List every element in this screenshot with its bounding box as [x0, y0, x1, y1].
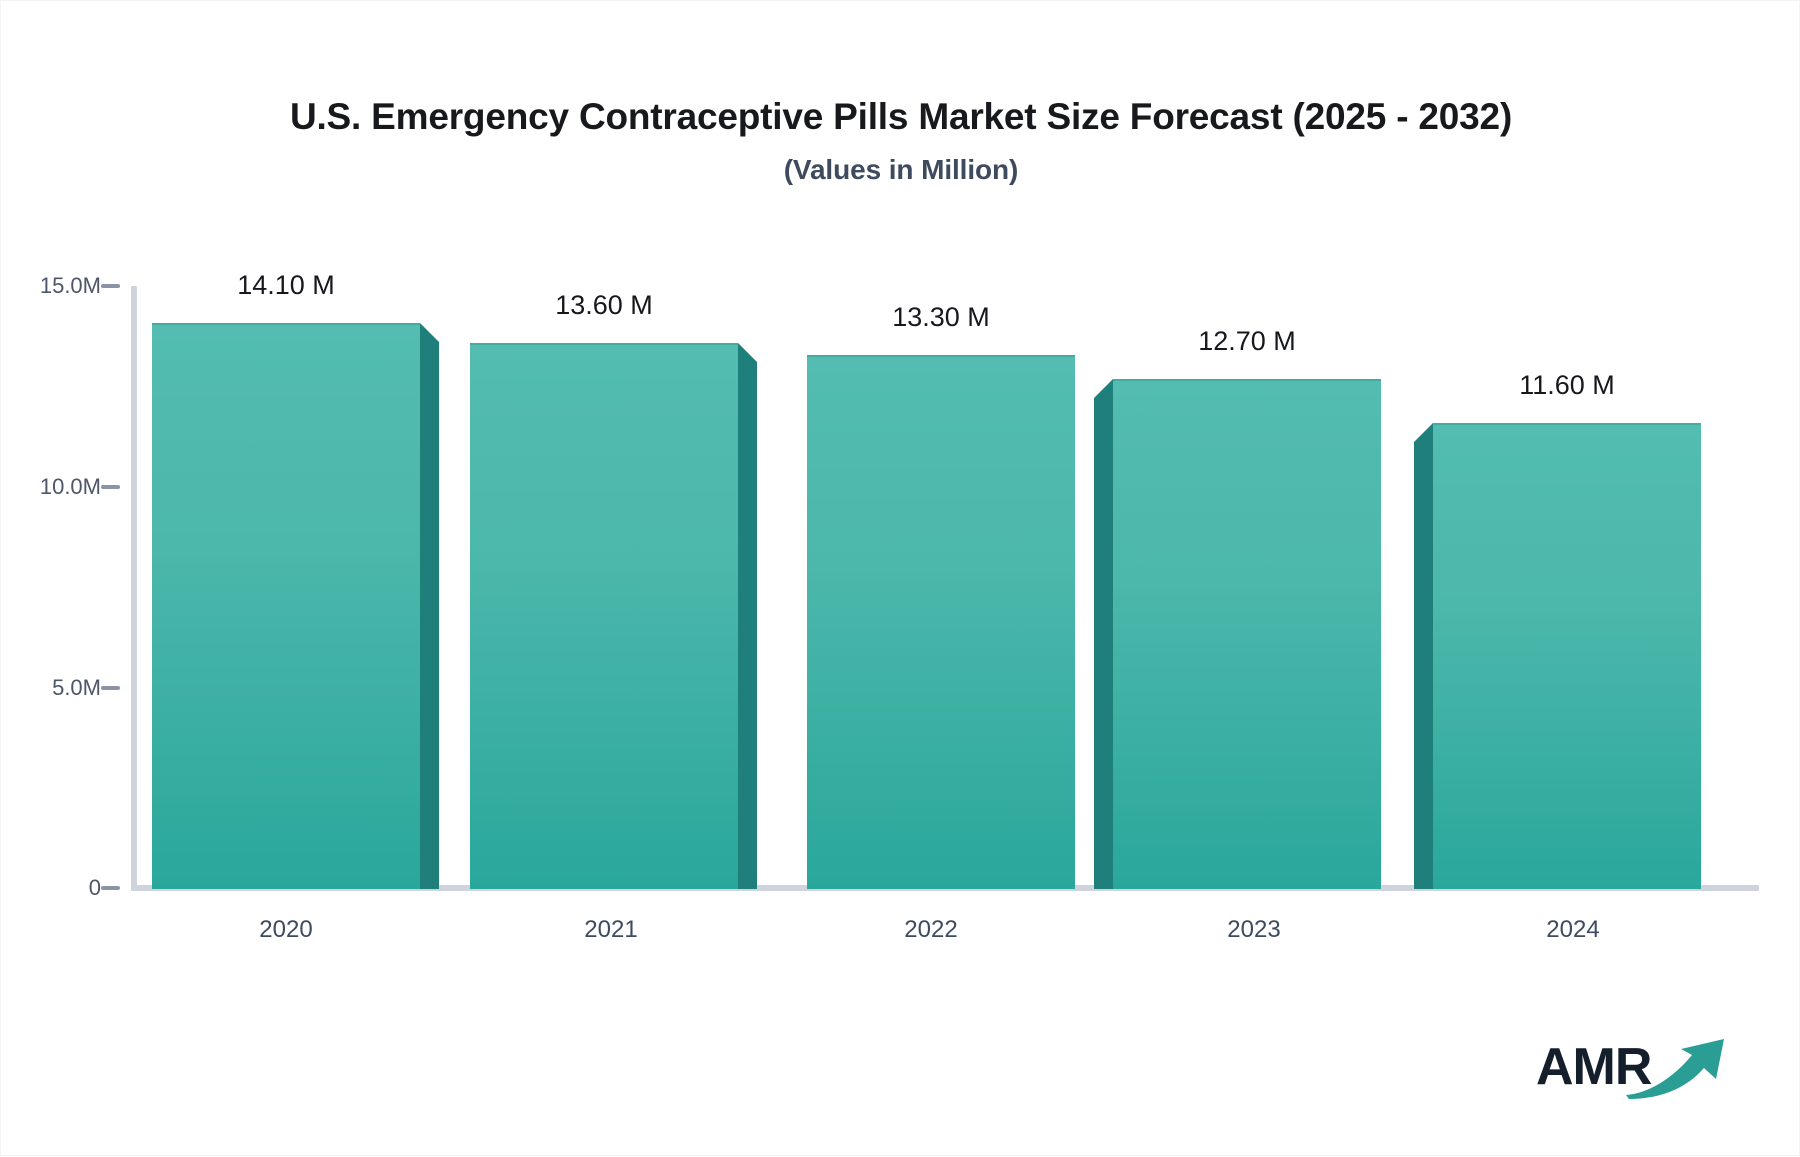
bar-front-face-2024	[1433, 423, 1701, 889]
amr-logo-text: AMR	[1536, 1038, 1652, 1096]
bar-2021[interactable]: 13.60 M	[470, 290, 757, 889]
title-block: U.S. Emergency Contraceptive Pills Marke…	[1, 96, 1800, 185]
page-title: U.S. Emergency Contraceptive Pills Marke…	[289, 96, 1513, 137]
bar-side-face-2020	[420, 323, 439, 889]
y-tick-mark-0	[101, 886, 120, 890]
bar-2023[interactable]: 12.70 M	[1094, 326, 1381, 889]
bar-front-face-2022	[807, 355, 1075, 889]
bar-2020[interactable]: 14.10 M	[152, 270, 439, 889]
bar-front-face-2021	[470, 343, 738, 889]
bar-side-face-2023	[1094, 379, 1113, 889]
y-axis-line	[131, 286, 137, 891]
y-tick-label-0: 0	[88, 875, 101, 900]
bar-side-face-2024	[1414, 423, 1433, 889]
bar-2022[interactable]: 13.30 M	[807, 302, 1075, 889]
x-tick-label-2023: 2023	[1227, 916, 1281, 943]
bar-value-label-2021: 13.60 M	[555, 290, 653, 320]
bar-2024[interactable]: 11.60 M	[1414, 370, 1701, 889]
growth-arrow-icon	[1626, 1039, 1724, 1099]
bar-front-face-2023	[1113, 379, 1381, 889]
y-tick-mark-10	[101, 485, 120, 489]
x-tick-label-2020: 2020	[259, 916, 313, 943]
x-tick-label-2022: 2022	[904, 916, 958, 943]
x-tick-label-2021: 2021	[584, 916, 638, 943]
bar-value-label-2022: 13.30 M	[892, 302, 990, 332]
x-tick-label-2024: 2024	[1546, 916, 1600, 943]
bar-value-label-2020: 14.10 M	[237, 270, 335, 300]
y-tick-label-15: 15.0M	[39, 273, 101, 298]
y-tick-label-5: 5.0M	[52, 675, 101, 700]
bar-side-face-2021	[738, 343, 757, 889]
y-tick-mark-5	[101, 686, 120, 690]
y-tick-mark-15	[101, 284, 120, 288]
bar-value-label-2023: 12.70 M	[1198, 326, 1296, 356]
y-tick-label-10: 10.0M	[39, 474, 101, 499]
bar-value-label-2024: 11.60 M	[1519, 370, 1615, 400]
amr-logo: AMR	[1536, 1038, 1726, 1103]
bar-front-face-2020	[152, 323, 420, 889]
chart-subtitle: (Values in Million)	[783, 153, 1019, 185]
